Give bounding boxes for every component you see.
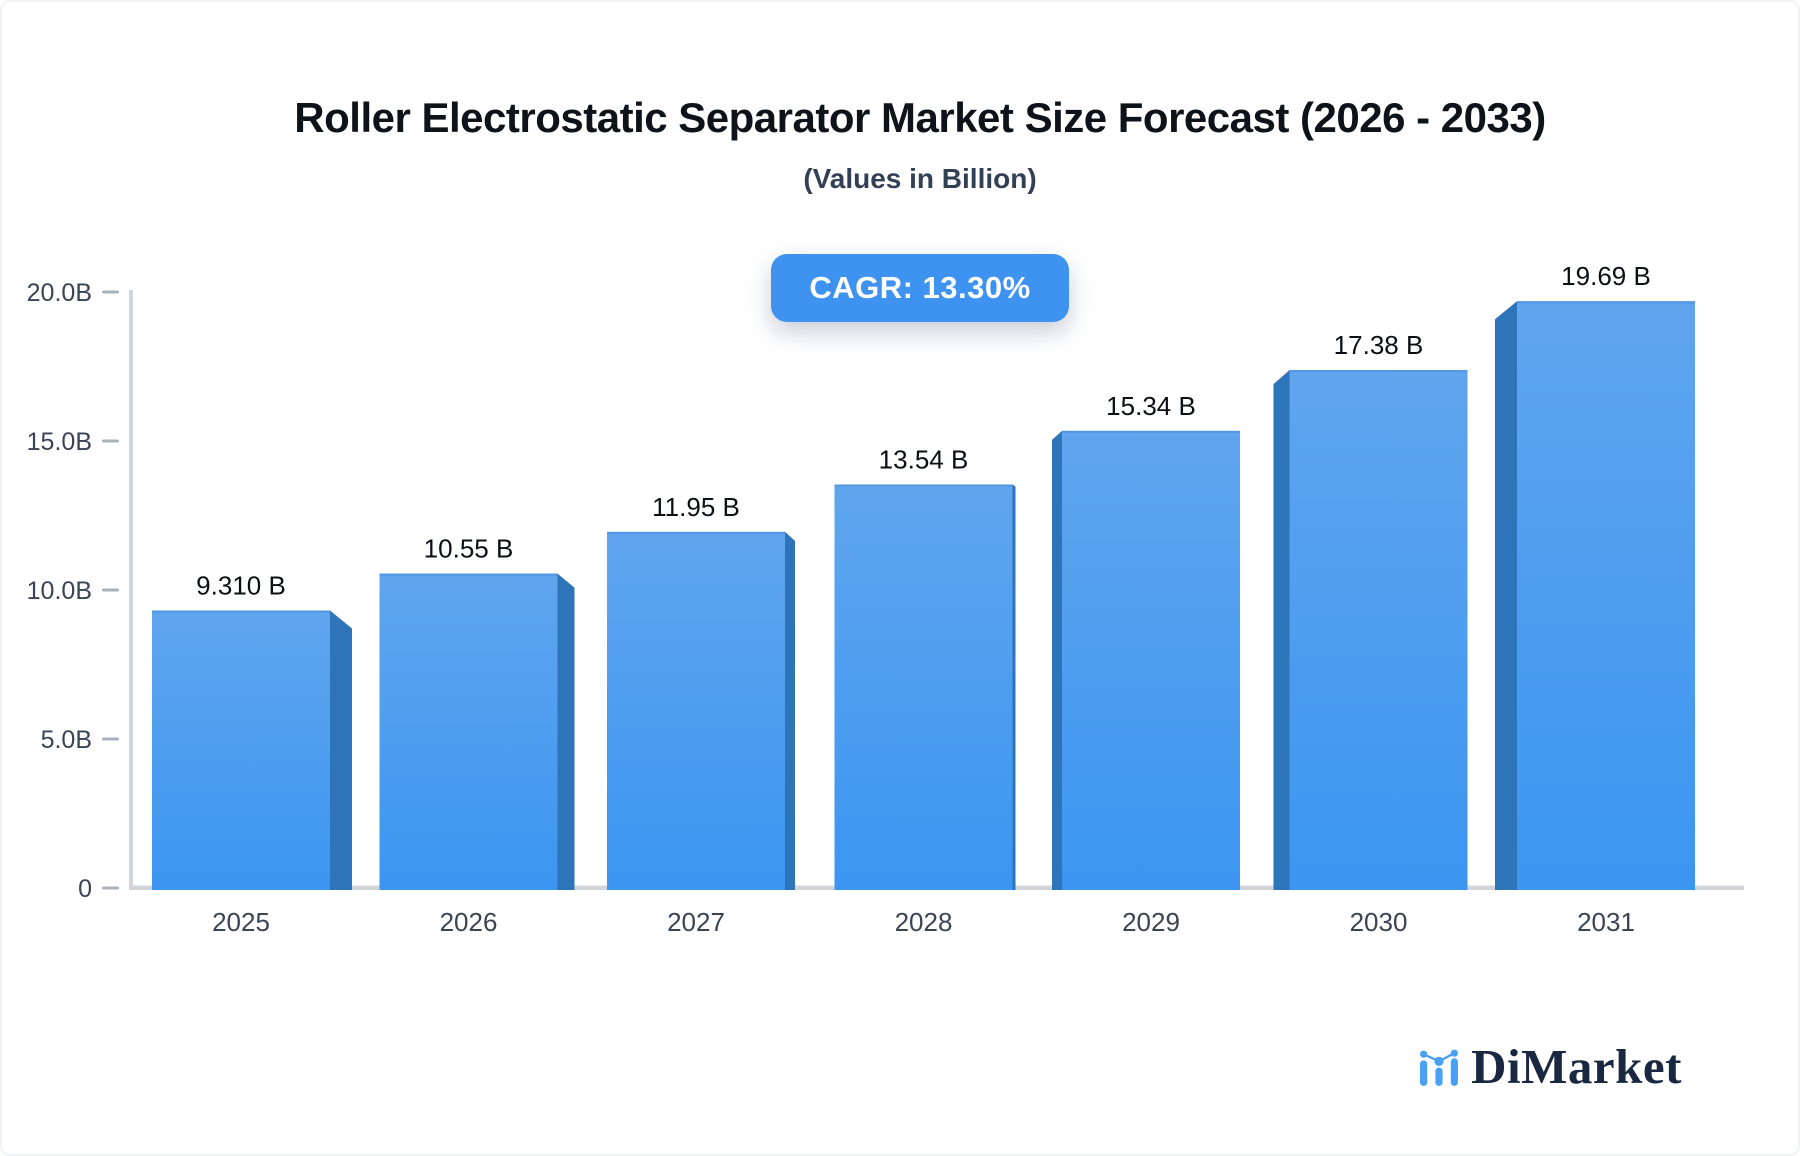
bar-value-label: 10.55 B — [424, 534, 514, 564]
chart-subtitle: (Values in Billion) — [803, 163, 1037, 194]
brand-logo: DiMarket — [1419, 1038, 1682, 1095]
bar-front-face — [152, 610, 330, 890]
bar-2030[interactable]: 17.38 B — [1273, 330, 1468, 890]
y-tick-mark — [102, 290, 119, 294]
bar-front-face — [1062, 430, 1240, 890]
y-tick-label: 0 — [78, 875, 92, 903]
bar-front-face — [834, 484, 1013, 890]
x-axis-label: 2031 — [1577, 907, 1635, 937]
bar-side-face — [1012, 484, 1016, 890]
chart-title: Roller Electrostatic Separator Market Si… — [294, 94, 1546, 141]
bar-2031[interactable]: 19.69 B — [1495, 261, 1695, 890]
x-axis-label: 2027 — [667, 907, 725, 937]
bar-side-face — [557, 573, 575, 890]
bar-value-label: 9.310 B — [196, 571, 286, 601]
bar-front-face — [379, 573, 558, 890]
bar-2027[interactable]: 11.95 B — [607, 492, 795, 890]
x-axis-label: 2030 — [1350, 907, 1408, 937]
y-tick-mark — [102, 439, 119, 443]
bar-side-face — [1052, 430, 1062, 890]
bar-value-label: 11.95 B — [652, 492, 740, 522]
bar-value-label: 17.38 B — [1334, 330, 1424, 360]
bar-side-face — [330, 610, 352, 890]
bar-2028[interactable]: 13.54 B — [834, 445, 1016, 890]
y-tick-label: 15.0B — [27, 428, 92, 456]
bar-front-face — [1517, 301, 1695, 890]
x-axis-label: 2026 — [440, 907, 498, 937]
x-axis-label: 2029 — [1122, 907, 1180, 937]
x-axis-label: 2025 — [212, 907, 270, 937]
y-tick-mark — [102, 886, 119, 890]
y-tick-label: 20.0B — [27, 279, 92, 307]
bar-2026[interactable]: 10.55 B — [379, 534, 575, 890]
cagr-badge: CAGR: 13.30% — [771, 254, 1069, 322]
bar-front-face — [607, 531, 785, 890]
y-tick-mark — [102, 737, 119, 741]
y-tick-label: 5.0B — [41, 726, 92, 754]
bar-value-label: 15.34 B — [1106, 391, 1196, 421]
bar-value-label: 19.69 B — [1561, 261, 1651, 291]
x-axis-label: 2028 — [895, 907, 953, 937]
bar-side-face — [785, 531, 795, 890]
y-tick-mark — [102, 588, 119, 592]
mini-bar-chart-icon — [1420, 1049, 1459, 1086]
bar-side-face — [1495, 301, 1517, 890]
chart-header: Roller Electrostatic Separator Market Si… — [2, 2, 1798, 322]
bar-side-face — [1273, 370, 1290, 890]
y-axis-line — [129, 290, 133, 890]
brand-logo-text: DiMarket — [1471, 1039, 1682, 1094]
bar-value-label: 13.54 B — [879, 445, 969, 475]
bar-front-face — [1289, 370, 1468, 890]
bar-2029[interactable]: 15.34 B — [1052, 391, 1240, 890]
y-tick-label: 10.0B — [27, 577, 92, 605]
bar-2025[interactable]: 9.310 B — [152, 571, 352, 890]
